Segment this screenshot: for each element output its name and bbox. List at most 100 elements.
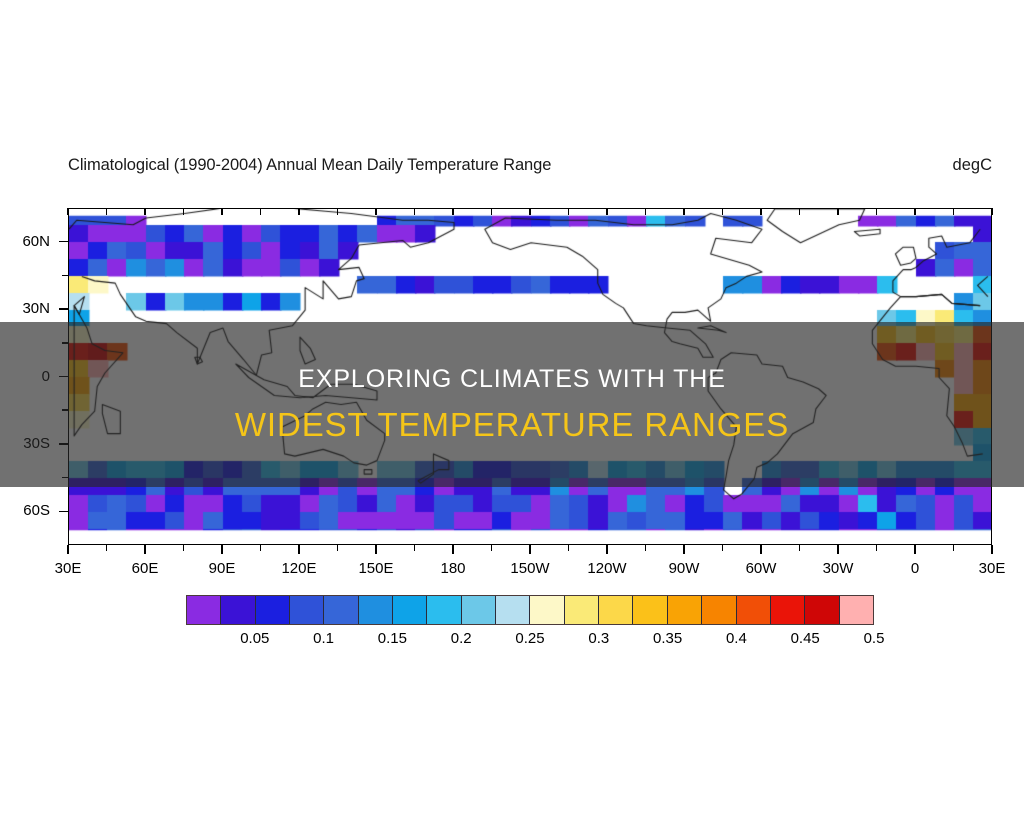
units-label: degC <box>952 156 992 174</box>
banner-overlay: EXPLORING CLIMATES WITH THE WIDEST TEMPE… <box>0 322 1024 487</box>
colorbar-segment <box>667 596 703 624</box>
banner-line-1: EXPLORING CLIMATES WITH THE <box>298 365 726 394</box>
y-axis-minor-tick <box>62 274 68 277</box>
x-axis-tick <box>298 545 300 554</box>
banner-line-2: WIDEST TEMPERATURE RANGES <box>234 405 790 443</box>
colorbar-tick-label: 0.1 <box>313 630 335 647</box>
x-axis-label: 150E <box>358 560 394 577</box>
x-axis-top-tick <box>490 208 493 215</box>
x-axis-top-tick <box>606 208 608 215</box>
colorbar-segment <box>427 596 462 624</box>
colorbar-segment <box>633 596 668 624</box>
x-axis-minor-tick <box>952 545 955 551</box>
x-axis-top-tick <box>105 208 108 215</box>
x-axis-tick <box>837 545 839 554</box>
x-axis-tick <box>67 545 69 554</box>
colorbar-segment <box>530 596 565 624</box>
x-axis-tick <box>606 545 608 554</box>
x-axis-top-tick <box>67 208 69 215</box>
x-axis-label: 30W <box>822 560 854 577</box>
colorbar-tick-label: 0.25 <box>515 630 545 647</box>
x-axis-label: 60W <box>745 560 777 577</box>
colorbar-tick-label: 0.45 <box>790 630 820 647</box>
x-axis-label: 60E <box>131 560 159 577</box>
colorbar-segment <box>187 596 222 624</box>
title-row: Climatological (1990-2004) Annual Mean D… <box>68 156 992 180</box>
colorbar-tick-label: 0.05 <box>240 630 270 647</box>
colorbar-segment <box>358 596 394 624</box>
x-axis-minor-tick <box>721 545 724 551</box>
x-axis-minor-tick <box>875 545 878 551</box>
x-axis-minor-tick <box>336 545 339 551</box>
colorbar-segment <box>324 596 359 624</box>
colorbar-segment <box>496 596 531 624</box>
colorbar-segment <box>290 596 325 624</box>
x-axis-top-tick <box>644 208 647 215</box>
x-axis-minor-tick <box>259 545 262 551</box>
y-axis-label: 60S <box>23 502 50 520</box>
x-axis-top-tick <box>529 208 531 215</box>
y-axis-label: 60N <box>22 232 50 250</box>
x-axis-minor-tick <box>182 545 185 551</box>
x-axis-minor-tick <box>798 545 801 551</box>
x-axis-top-tick <box>991 208 993 215</box>
x-axis-minor-tick <box>567 545 570 551</box>
colorbar-tick-label: 0.2 <box>450 630 472 647</box>
x-axis-top-tick <box>683 208 685 215</box>
colorbar-segment <box>839 596 873 624</box>
x-axis-top-tick <box>413 208 416 215</box>
x-axis-minor-tick <box>644 545 647 551</box>
x-axis-tick <box>991 545 993 554</box>
x-axis-tick <box>144 545 146 554</box>
x-axis-label: 90E <box>208 560 236 577</box>
x-axis-top-tick <box>567 208 570 215</box>
x-axis-top-tick <box>375 208 377 215</box>
x-axis-tick <box>760 545 762 554</box>
x-axis-label: 180 <box>440 560 466 577</box>
colorbar-segment <box>255 596 291 624</box>
y-axis-tick <box>59 510 68 513</box>
x-axis-tick <box>375 545 377 554</box>
colorbar-tick-label: 0.4 <box>725 630 747 647</box>
colorbar-tick-label: 0.5 <box>863 630 885 647</box>
x-axis-label: 30E <box>54 560 82 577</box>
colorbar-segment <box>564 596 600 624</box>
x-axis-minor-tick <box>413 545 416 551</box>
x-axis-label: 120W <box>587 560 627 577</box>
colorbar-segment <box>461 596 497 624</box>
x-axis-tick <box>529 545 531 554</box>
x-axis-minor-tick <box>490 545 493 551</box>
x-axis-top-tick <box>336 208 339 215</box>
x-axis-tick <box>452 545 454 554</box>
colorbar-tick-label: 0.15 <box>377 630 407 647</box>
x-axis-top-tick <box>760 208 762 215</box>
colorbar-tick-label: 0.3 <box>588 630 610 647</box>
x-axis-label: 0 <box>910 560 920 577</box>
x-axis-tick <box>683 545 685 554</box>
x-axis-top-tick <box>875 208 878 215</box>
colorbar-segment <box>805 596 840 624</box>
x-axis-label: 90W <box>668 560 700 577</box>
colorbar-tick-label: 0.35 <box>652 630 683 647</box>
colorbar-segment <box>221 596 256 624</box>
y-axis-label: 30N <box>22 300 50 318</box>
x-axis-top-tick <box>144 208 146 215</box>
x-axis-tick <box>914 545 916 554</box>
x-axis-top-tick <box>452 208 454 215</box>
colorbar <box>186 595 874 625</box>
x-axis-tick <box>221 545 223 554</box>
page-title: Climatological (1990-2004) Annual Mean D… <box>68 156 552 174</box>
colorbar-segment <box>736 596 771 624</box>
y-axis-tick <box>59 240 68 243</box>
x-axis-top-tick <box>952 208 955 215</box>
y-axis-tick <box>59 308 68 310</box>
x-axis-top-tick <box>298 208 300 215</box>
x-axis-label: 120E <box>281 560 317 577</box>
x-axis-label: 150W <box>510 560 550 577</box>
colorbar-segment <box>393 596 428 624</box>
x-axis-top-tick <box>182 208 185 215</box>
x-axis-top-tick <box>259 208 262 215</box>
x-axis-top-tick <box>221 208 223 215</box>
colorbar-segment <box>599 596 634 624</box>
